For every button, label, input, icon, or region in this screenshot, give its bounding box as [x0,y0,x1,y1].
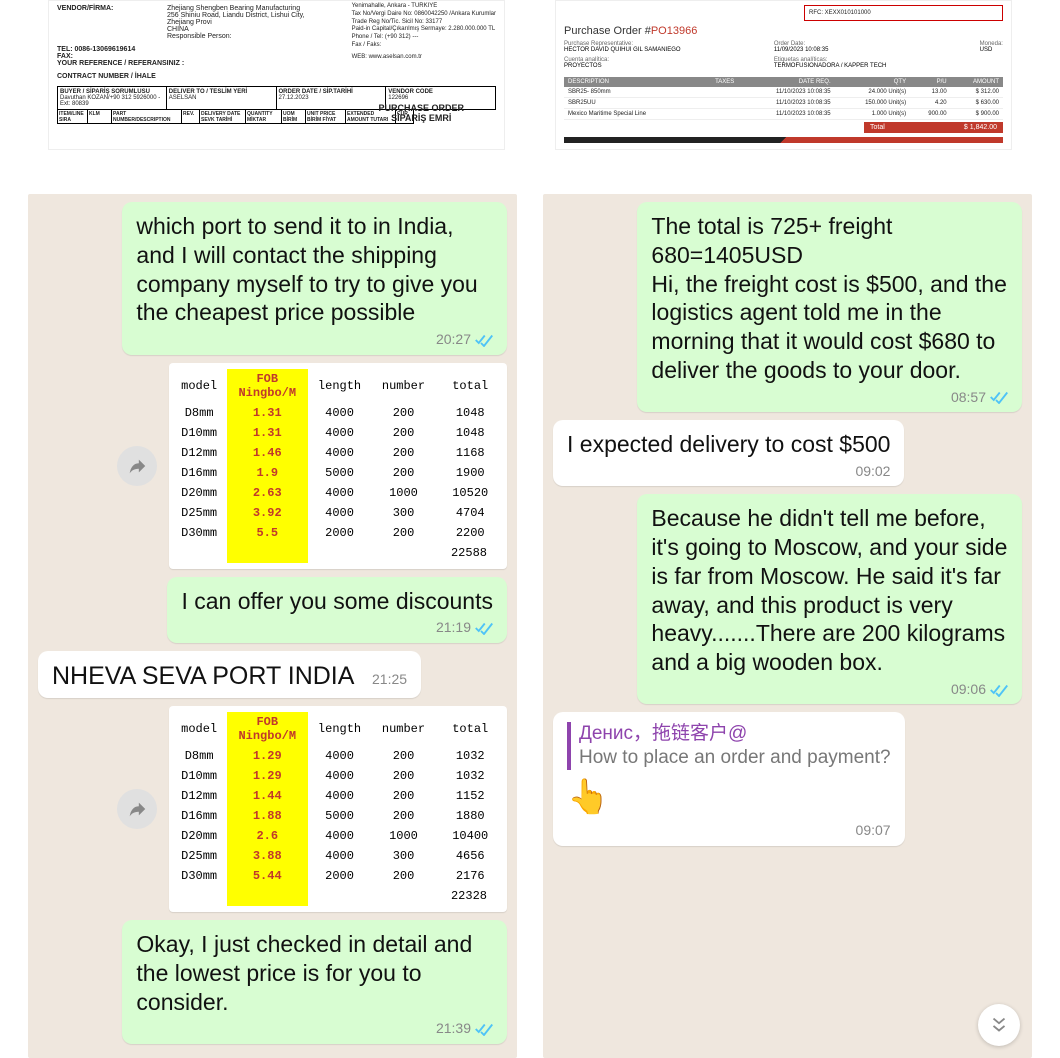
contract: CONTRACT NUMBER / İHALE [57,73,496,80]
po-number: Purchase Order #PO13966 [564,25,1003,37]
message-text: NHEVA SEVA PORT INDIA [52,662,353,690]
forward-icon[interactable] [117,789,157,829]
message-text: I can offer you some discounts [181,588,493,614]
po-line-items: DESCRIPTION TAXES DATE REQ. QTY P/U AMOU… [564,77,1003,120]
price-table-2[interactable]: modelFOBNingbo/MlengthnumbertotalD8mm1.2… [169,706,507,912]
message-time: 21:19 [181,619,493,637]
message-out[interactable]: Okay, I just checked in detail and the l… [122,920,507,1044]
message-text: The total is 725+ freight 680=1405USD Hi… [651,213,1006,383]
chat-screenshots: which port to send it to in India, and I… [0,150,1060,1058]
chat-right[interactable]: The total is 725+ freight 680=1405USD Hi… [543,194,1032,1058]
message-out[interactable]: Because he didn't tell me before, it's g… [637,494,1022,704]
table-row: Mexico Maritime Special Line11/10/2023 1… [564,109,1003,120]
read-ticks-icon [990,390,1008,404]
message-text: Because he didn't tell me before, it's g… [651,505,1007,675]
chat-left[interactable]: which port to send it to in India, and I… [28,194,517,1058]
purchase-order-aselsan: VENDOR/FİRMA: Zhejiang Shengben Bearing … [48,0,505,150]
buyer-address: Yenimahalle, Ankara - TURKIYE Tax No/Ver… [352,3,496,62]
table-row: SBR25- 850mm11/10/2023 10:08:3524.000 Un… [564,87,1003,98]
message-text: Okay, I just checked in detail and the l… [136,931,472,1015]
message-time: 09:06 [651,681,1008,699]
reply-quote: Денис，拖链客户@ How to place an order and pa… [567,722,891,770]
read-ticks-icon [475,1022,493,1036]
message-text: I expected delivery to cost $500 [567,431,890,457]
message-in-reply[interactable]: Денис，拖链客户@ How to place an order and pa… [553,712,905,846]
message-in[interactable]: NHEVA SEVA PORT INDIA 21:25 [38,651,421,698]
message-time: 21:25 [372,671,407,689]
forward-icon[interactable] [117,446,157,486]
message-in[interactable]: I expected delivery to cost $500 09:02 [553,420,904,486]
read-ticks-icon [475,621,493,635]
rfc-box: RFC: XEXX010101000 [804,5,1003,21]
scroll-to-bottom-button[interactable] [978,1004,1020,1046]
message-out[interactable]: I can offer you some discounts 21:19 [167,577,507,643]
message-time: 09:02 [567,463,890,481]
message-time: 09:07 [567,822,891,840]
message-time: 21:39 [136,1020,493,1038]
read-ticks-icon [990,683,1008,697]
message-out[interactable]: which port to send it to in India, and I… [122,202,507,355]
po-title: PURCHASE ORDER SİPARİŞ EMRİ [378,103,464,123]
message-time: 20:27 [136,331,493,349]
vendor-label: VENDOR/FİRMA: [57,5,167,40]
message-text: which port to send it to in India, and I… [136,213,477,325]
purchase-order-po13966: RFC: XEXX010101000 Purchase Order #PO139… [555,0,1012,150]
message-time: 08:57 [651,389,1008,407]
po-meta: Purchase Representative: HECTOR DAVID QU… [564,41,1003,69]
po-total: Total$ 1,842.00 [864,122,1003,133]
price-table-1[interactable]: modelFOBNingbo/MlengthnumbertotalD8mm1.3… [169,363,507,569]
decorative-stripe [564,137,1003,143]
message-out[interactable]: The total is 725+ freight 680=1405USD Hi… [637,202,1022,412]
table-row: SBR25UU11/10/2023 10:08:35150.000 Unit(s… [564,98,1003,109]
emoji-pointing-up: 👆 [567,778,609,816]
read-ticks-icon [475,333,493,347]
top-documents: VENDOR/FİRMA: Zhejiang Shengben Bearing … [0,0,1060,150]
